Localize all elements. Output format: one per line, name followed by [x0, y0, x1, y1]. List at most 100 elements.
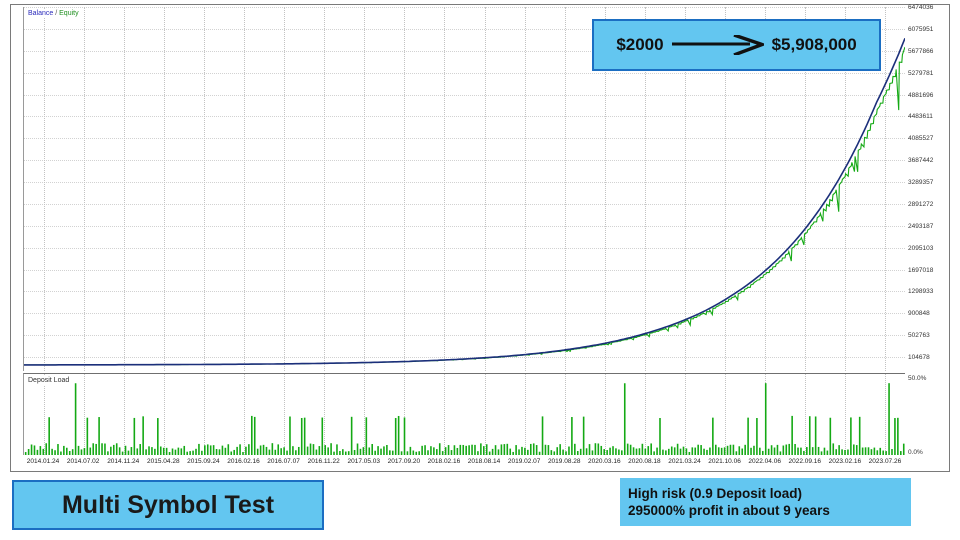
- deposit-load-bar: [195, 448, 197, 455]
- deposit-load-bar: [820, 451, 823, 455]
- deposit-load-bar: [579, 448, 582, 455]
- deposit-load-bar: [838, 445, 840, 455]
- deposit-load-bar: [723, 447, 726, 455]
- deposit-load-bar: [33, 445, 36, 455]
- deposit-load-bar: [767, 448, 770, 455]
- deposit-load-bar: [753, 445, 755, 455]
- deposit-load-bar: [891, 449, 893, 455]
- deposit-load-bar: [444, 447, 447, 455]
- risk-summary-banner: High risk (0.9 Deposit load) 295000% pro…: [620, 478, 911, 526]
- deposit-load-bar: [101, 443, 103, 455]
- deposit-load-bar: [459, 444, 462, 455]
- deposit-load-bar: [835, 449, 837, 455]
- deposit-load-bar: [248, 444, 250, 455]
- deposit-load-bar: [159, 446, 162, 455]
- deposit-load-bar: [233, 449, 235, 455]
- deposit-load-bar: [788, 443, 791, 455]
- deposit-load-bar: [527, 449, 529, 455]
- deposit-load-bar: [706, 449, 708, 455]
- deposit-load-bar: [380, 448, 382, 455]
- deposit-load-bar: [770, 445, 773, 455]
- x-tick-label: 2016.11.22: [307, 458, 340, 465]
- deposit-load-bar: [641, 443, 644, 455]
- deposit-load-bar: [430, 446, 432, 455]
- deposit-load-bar: [186, 451, 188, 455]
- deposit-load-bar: [51, 448, 53, 455]
- x-tick-label: 2018.02.16: [427, 458, 461, 465]
- deposit-load-bar: [474, 444, 476, 455]
- x-tick-label: 2017.05.03: [347, 458, 381, 465]
- deposit-load-bar: [292, 446, 294, 455]
- deposit-load-bar: [57, 444, 59, 455]
- deposit-load-bar: [36, 449, 39, 455]
- deposit-load-bar: [256, 448, 259, 455]
- deposit-load-bar: [309, 443, 312, 455]
- deposit-load-bar: [709, 447, 711, 455]
- legend-separator: /: [53, 10, 60, 17]
- x-tick-label: 2017.09.20: [387, 458, 421, 465]
- deposit-load-bar: [585, 448, 588, 455]
- deposit-load-bar: [462, 444, 465, 455]
- deposit-load-bar: [198, 443, 200, 455]
- deposit-load-bar: [870, 449, 873, 455]
- deposit-load-bar: [433, 447, 435, 455]
- deposit-load-bar: [673, 447, 676, 455]
- deposit-load-bar: [295, 450, 297, 455]
- deposit-load-bar: [717, 447, 720, 455]
- deposit-load-bar: [397, 415, 400, 455]
- deposit-load-bar: [632, 447, 635, 455]
- deposit-load-bar: [151, 447, 153, 455]
- deposit-load-bar: [227, 444, 230, 455]
- deposit-load-bar: [574, 443, 576, 455]
- deposit-load-bar: [750, 447, 752, 455]
- deposit-load-bar: [656, 447, 658, 455]
- deposit-load-bar: [280, 448, 282, 455]
- deposit-load-bar: [535, 445, 538, 455]
- deposit-load-bar: [400, 451, 403, 455]
- deposit-load-bar: [450, 450, 453, 455]
- deposit-load-bar: [832, 443, 835, 455]
- deposit-load-bar: [189, 451, 191, 455]
- deposit-load-bar: [497, 449, 500, 455]
- deposit-load-bar: [268, 449, 271, 455]
- deposit-load-bar: [107, 451, 109, 455]
- deposit-load-bar: [482, 446, 485, 455]
- deposit-load-bar: [582, 416, 585, 455]
- deposit-load-bar: [168, 452, 171, 455]
- deposit-load-bar: [212, 445, 215, 455]
- deposit-tick-top: 50.0%: [908, 375, 927, 382]
- deposit-load-bar: [591, 450, 594, 455]
- multi-symbol-test-banner: Multi Symbol Test: [12, 480, 324, 530]
- deposit-load-bar: [283, 447, 285, 455]
- deposit-load-bar: [712, 417, 714, 455]
- deposit-load-bar: [559, 444, 561, 455]
- deposit-load-bar: [741, 448, 744, 455]
- deposit-load-bar: [300, 418, 303, 455]
- deposit-load-pane[interactable]: Deposit Load: [23, 373, 905, 455]
- deposit-load-bar: [130, 447, 133, 455]
- deposit-load-bar: [215, 449, 218, 455]
- deposit-load-bar: [529, 443, 532, 455]
- deposit-load-bar: [165, 447, 168, 455]
- deposit-load-bar: [63, 445, 65, 455]
- deposit-load-bar: [612, 446, 614, 455]
- y-tick-label: 4085527: [908, 135, 934, 143]
- deposit-load-bar: [389, 450, 391, 455]
- deposit-load-bar: [615, 448, 617, 455]
- deposit-load-bar: [806, 447, 808, 455]
- deposit-load-bar: [77, 445, 80, 455]
- balance-equity-series: [24, 7, 905, 371]
- deposit-load-bar: [629, 444, 632, 455]
- deposit-load-bar: [894, 418, 896, 455]
- deposit-load-bar: [532, 443, 535, 455]
- y-tick-label: 4881696: [908, 91, 934, 99]
- deposit-load-bar: [541, 416, 544, 455]
- x-tick-label: 2019.08.28: [547, 458, 581, 465]
- deposit-load-bar: [251, 415, 253, 455]
- deposit-load-bar: [659, 418, 661, 455]
- x-tick-label: 2016.07.07: [267, 458, 300, 465]
- deposit-load-bar: [703, 448, 705, 455]
- deposit-load-bar: [494, 445, 497, 455]
- deposit-load-bar: [794, 444, 796, 455]
- deposit-load-bar: [600, 445, 603, 455]
